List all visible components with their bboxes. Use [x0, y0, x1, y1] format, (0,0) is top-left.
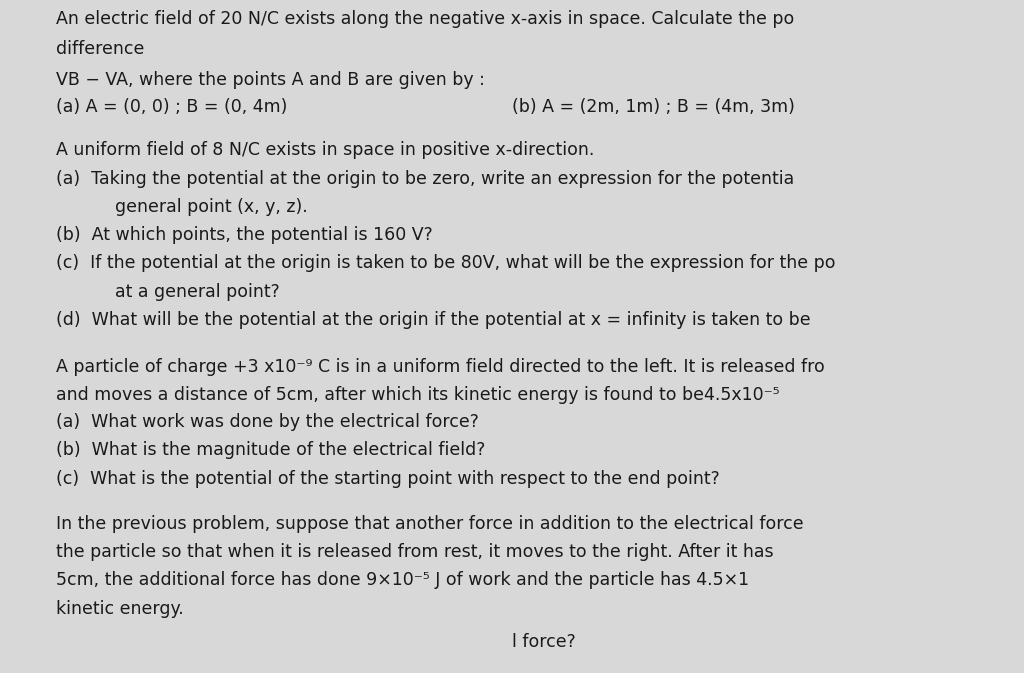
- Text: 5cm, the additional force has done 9×10⁻⁵ J of work and the particle has 4.5×1: 5cm, the additional force has done 9×10⁻…: [56, 571, 750, 590]
- Text: (a)  What work was done by the electrical force?: (a) What work was done by the electrical…: [56, 413, 479, 431]
- Text: (b)  At which points, the potential is 160 V?: (b) At which points, the potential is 16…: [56, 226, 433, 244]
- Text: l force?: l force?: [512, 633, 575, 651]
- Text: (a)  Taking the potential at the origin to be zero, write an expression for the : (a) Taking the potential at the origin t…: [56, 170, 795, 188]
- Text: A particle of charge +3 x10⁻⁹ C is in a uniform field directed to the left. It i: A particle of charge +3 x10⁻⁹ C is in a …: [56, 358, 825, 376]
- Text: at a general point?: at a general point?: [115, 283, 280, 301]
- Text: (c)  What is the potential of the starting point with respect to the end point?: (c) What is the potential of the startin…: [56, 470, 720, 488]
- Text: and moves a distance of 5cm, after which its kinetic energy is found to be4.5x10: and moves a distance of 5cm, after which…: [56, 386, 780, 404]
- Text: In the previous problem, suppose that another force in addition to the electrica: In the previous problem, suppose that an…: [56, 515, 809, 533]
- Text: (d)  What will be the potential at the origin if the potential at x = infinity i: (d) What will be the potential at the or…: [56, 311, 811, 329]
- Text: (c)  If the potential at the origin is taken to be 80V, what will be the express: (c) If the potential at the origin is ta…: [56, 254, 836, 273]
- Text: difference: difference: [56, 40, 144, 59]
- Text: general point (x, y, z).: general point (x, y, z).: [115, 198, 307, 216]
- Text: An electric field of 20 N/C exists along the negative x-axis in space. Calculate: An electric field of 20 N/C exists along…: [56, 10, 795, 28]
- Text: the particle so that when it is released from rest, it moves to the right. After: the particle so that when it is released…: [56, 543, 774, 561]
- Text: (b)  What is the magnitude of the electrical field?: (b) What is the magnitude of the electri…: [56, 441, 485, 460]
- Text: A uniform field of 8 N/C exists in space in positive x-direction.: A uniform field of 8 N/C exists in space…: [56, 141, 595, 160]
- Text: kinetic energy.: kinetic energy.: [56, 600, 184, 618]
- Text: VB − VA, where the points A and B are given by :: VB − VA, where the points A and B are gi…: [56, 71, 485, 89]
- Text: (b) A = (2m, 1m) ; B = (4m, 3m): (b) A = (2m, 1m) ; B = (4m, 3m): [512, 98, 795, 116]
- Text: (a) A = (0, 0) ; B = (0, 4m): (a) A = (0, 0) ; B = (0, 4m): [56, 98, 288, 116]
